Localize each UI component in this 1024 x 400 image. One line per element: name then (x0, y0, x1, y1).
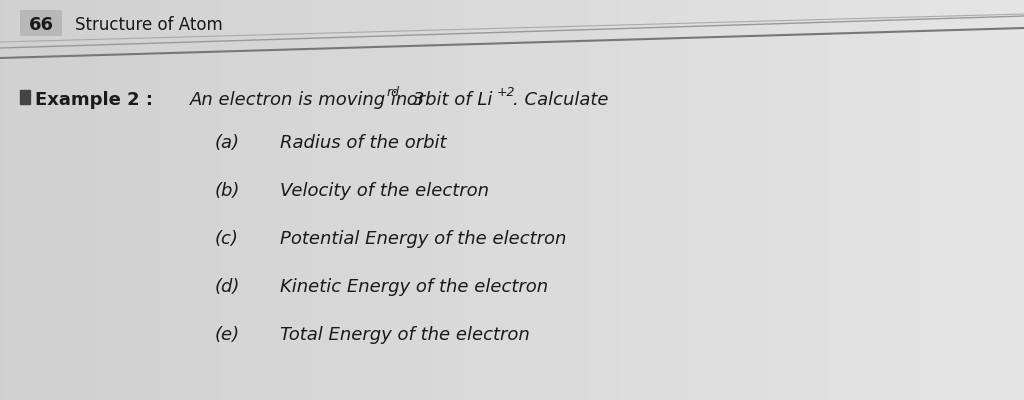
Text: orbit of Li: orbit of Li (401, 91, 493, 109)
Text: Example 2 :: Example 2 : (35, 91, 153, 109)
Text: (a): (a) (215, 134, 240, 152)
Text: (b): (b) (215, 182, 241, 200)
Text: Total Energy of the electron: Total Energy of the electron (280, 326, 529, 344)
Text: 66: 66 (29, 16, 53, 34)
Text: +2: +2 (497, 86, 515, 98)
Text: . Calculate: . Calculate (513, 91, 608, 109)
Text: Potential Energy of the electron: Potential Energy of the electron (280, 230, 566, 248)
Text: An electron is moving in 3: An electron is moving in 3 (190, 91, 426, 109)
Text: Radius of the orbit: Radius of the orbit (280, 134, 446, 152)
Text: (c): (c) (215, 230, 239, 248)
Bar (20, 90, 30, 104)
Bar (20, 10, 62, 36)
Text: Velocity of the electron: Velocity of the electron (280, 182, 489, 200)
Text: (e): (e) (215, 326, 240, 344)
Text: rd: rd (387, 86, 400, 98)
Text: Structure of Atom: Structure of Atom (75, 16, 223, 34)
Text: (d): (d) (215, 278, 241, 296)
Text: Kinetic Energy of the electron: Kinetic Energy of the electron (280, 278, 548, 296)
